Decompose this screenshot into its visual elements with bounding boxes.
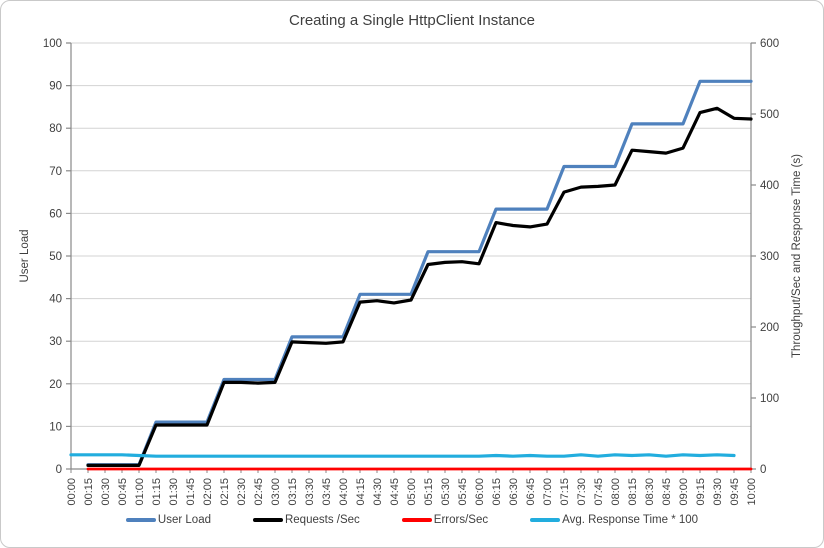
x-axis-tick-label: 01:45 <box>185 478 197 506</box>
left-axis-tick-label: 80 <box>49 123 62 135</box>
legend-item: User Load <box>125 514 211 526</box>
x-axis-tick-label: 08:15 <box>627 478 639 506</box>
x-axis-tick-label: 02:30 <box>236 478 248 506</box>
x-axis-tick-label: 05:45 <box>457 478 469 506</box>
x-axis-tick-label: 06:15 <box>491 478 503 506</box>
right-axis-tick-label: 300 <box>760 251 779 263</box>
left-axis-tick-label: 50 <box>49 251 62 263</box>
x-axis-tick-label: 03:15 <box>287 478 299 506</box>
x-axis-tick-label: 02:00 <box>202 478 214 506</box>
right-axis-tick-label: 600 <box>760 38 779 50</box>
left-axis-tick-label: 30 <box>49 336 62 348</box>
x-axis-tick-label: 00:45 <box>117 478 129 506</box>
chart-title: Creating a Single HttpClient Instance <box>289 12 535 29</box>
right-axis-tick-label: 100 <box>760 393 779 405</box>
x-axis-tick-label: 00:00 <box>66 478 78 506</box>
x-axis-tick-label: 03:45 <box>321 478 333 506</box>
x-axis-tick-label: 07:45 <box>593 478 605 506</box>
legend-label: User Load <box>157 514 211 526</box>
legend-item: Avg. Response Time * 100 <box>530 514 698 526</box>
left-axis-tick-label: 20 <box>49 379 62 391</box>
x-axis-tick-label: 06:45 <box>525 478 537 506</box>
right-axis-tick-label: 200 <box>760 322 779 334</box>
x-axis-tick-label: 04:30 <box>372 478 384 506</box>
x-axis-tick-label: 06:00 <box>474 478 486 506</box>
right-axis-title: Throughput/Sec and Response Time (s) <box>791 154 803 358</box>
x-axis-tick-label: 03:00 <box>270 478 282 506</box>
x-axis-tick-label: 04:15 <box>355 478 367 506</box>
legend-label: Errors/Sec <box>433 514 489 526</box>
legend-label: Avg. Response Time * 100 <box>562 514 699 526</box>
left-axis-tick-label: 90 <box>49 81 62 93</box>
x-axis-tick-label: 01:30 <box>168 478 180 506</box>
x-axis-tick-label: 07:00 <box>542 478 554 506</box>
legend-line-swatch <box>401 518 432 522</box>
x-axis-tick-label: 09:30 <box>712 478 724 506</box>
x-axis-tick-label: 00:15 <box>83 478 95 506</box>
x-axis-tick-label: 08:45 <box>661 478 673 506</box>
x-axis-tick-label: 02:45 <box>253 478 265 506</box>
right-axis-tick-label: 500 <box>760 109 779 121</box>
x-axis-tick-label: 02:15 <box>219 478 231 506</box>
legend-line-swatch <box>125 518 156 522</box>
left-axis-tick-label: 10 <box>49 421 62 433</box>
legend: User Load Requests /Sec Errors/Sec Avg. Res… <box>1 514 823 526</box>
x-axis-tick-label: 09:15 <box>695 478 707 506</box>
x-axis-tick-label: 00:30 <box>100 478 112 506</box>
right-axis-tick-label: 0 <box>760 464 766 476</box>
left-axis-tick-label: 70 <box>49 166 62 178</box>
legend-item: Requests /Sec <box>252 514 360 526</box>
x-axis-tick-label: 01:00 <box>134 478 146 506</box>
right-axis-tick-label: 400 <box>760 180 779 192</box>
x-axis-tick-label: 01:15 <box>151 478 163 506</box>
left-axis-tick-label: 100 <box>43 38 62 50</box>
left-axis-tick-label: 0 <box>56 464 62 476</box>
x-axis-tick-label: 05:15 <box>423 478 435 506</box>
x-axis-tick-label: 08:00 <box>610 478 622 506</box>
x-axis-tick-label: 06:30 <box>508 478 520 506</box>
series-line-avg-response-time-100 <box>69 453 736 458</box>
series-line-user-load <box>86 79 753 467</box>
legend-line-swatch <box>530 518 561 522</box>
series-line-requests-sec <box>86 106 753 467</box>
x-axis-tick-label: 04:00 <box>338 478 350 506</box>
x-axis-tick-label: 05:00 <box>406 478 418 506</box>
legend-label: Requests /Sec <box>284 514 360 526</box>
x-axis-tick-label: 07:15 <box>559 478 571 506</box>
left-axis-title: User Load <box>19 229 31 282</box>
x-axis-tick-label: 05:30 <box>440 478 452 506</box>
x-axis-tick-label: 03:30 <box>304 478 316 506</box>
x-axis-tick-label: 09:00 <box>678 478 690 506</box>
legend-item: Errors/Sec <box>401 514 489 526</box>
left-axis-tick-label: 40 <box>49 294 62 306</box>
x-axis-tick-label: 04:45 <box>389 478 401 506</box>
x-axis-tick-label: 08:30 <box>644 478 656 506</box>
legend-line-swatch <box>252 518 283 522</box>
x-axis-tick-label: 09:45 <box>729 478 741 506</box>
left-axis-tick-label: 60 <box>49 208 62 220</box>
x-axis-tick-label: 07:30 <box>576 478 588 506</box>
x-axis-tick-label: 10:00 <box>746 478 758 506</box>
